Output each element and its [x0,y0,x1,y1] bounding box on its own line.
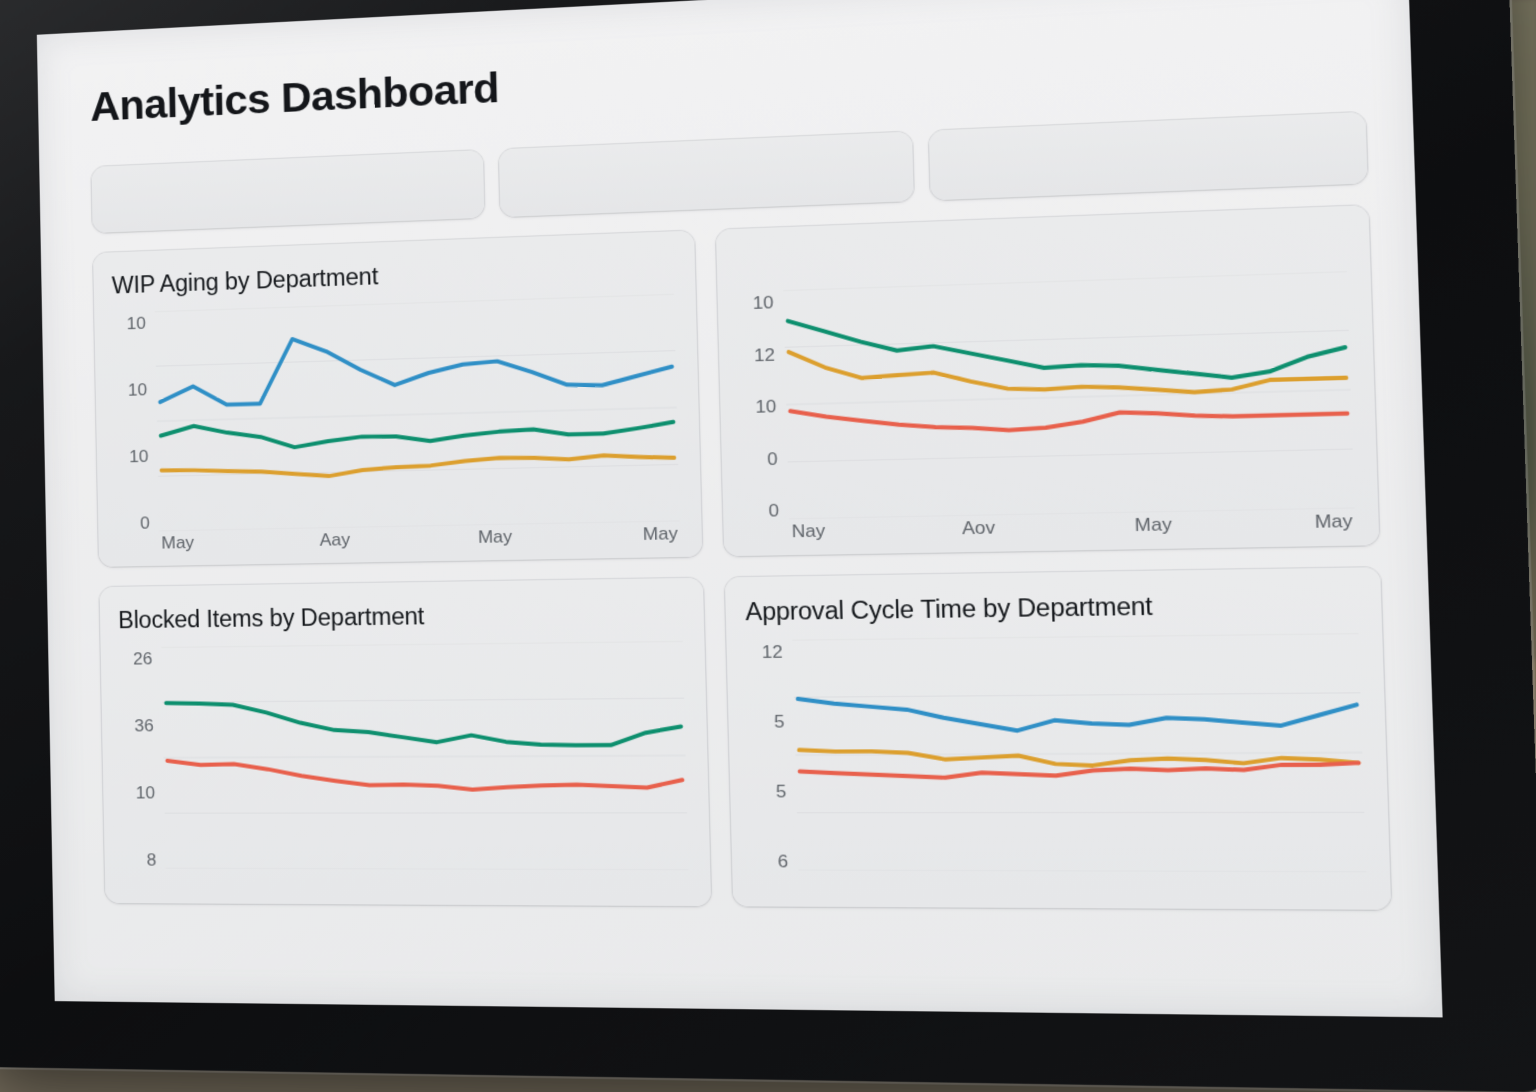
x-axis [166,871,689,896]
y-tick-label: 10 [129,447,149,468]
kpi-value-row [102,187,473,202]
kpi-header [941,140,1355,157]
plot-canvas[interactable] [161,641,689,894]
plot-area: 26 36 10 8 [119,641,689,894]
page-title: Analytics Dashboard [90,22,1364,131]
x-tick-label: May [1134,514,1172,538]
y-tick-label: 10 [136,783,156,803]
x-tick-label: May [478,527,513,550]
y-tick-label: 10 [127,314,147,335]
y-axis: 10 12 10 0 0 [737,290,790,543]
chart-title: Approval Cycle Time by Department [745,589,1358,627]
plot-canvas[interactable]: Nay Aov May May [783,271,1355,542]
y-tick-label: 5 [776,782,787,803]
y-tick-label: 5 [774,712,785,733]
y-tick-label: 12 [754,344,775,366]
plot-area: 12 5 5 6 [746,633,1367,896]
y-tick-label: 10 [128,380,148,401]
chart-card-approval-cycle-time-by-department[interactable]: Approval Cycle Time by Department 12 5 5 6 [725,567,1392,910]
x-tick-label: Nay [791,521,825,545]
y-tick-label: 0 [768,501,779,522]
x-tick-label: May [1314,511,1353,536]
kpi-card[interactable] [499,131,914,217]
x-tick-label: May [161,533,194,556]
y-tick-label: 0 [767,448,778,469]
chart-title: WIP Aging by Department [112,252,674,300]
y-tick-label: 26 [133,649,153,669]
x-tick-label: Aay [319,530,350,553]
x-axis [798,873,1367,899]
plot-area: 10 12 10 0 0 Nay Aov May May [737,271,1355,543]
kpi-value-row [510,170,902,186]
plot-canvas[interactable]: May Aay May May [155,294,680,554]
laptop-screen: Analytics Dashboard WIP Aging by Departm… [37,0,1443,1017]
plot-area: 10 10 10 0 May Aay May May [112,294,680,555]
y-tick-label: 36 [134,716,154,736]
y-tick-label: 10 [755,396,776,418]
chart-title: Blocked Items by Department [118,599,682,635]
y-tick-label: 0 [140,513,150,533]
kpi-value-row [941,151,1355,168]
x-tick-label: Aov [962,518,996,542]
x-tick-label: May [643,524,678,548]
chart-card-blocked-items-by-department[interactable]: Blocked Items by Department 26 36 10 8 [99,578,711,907]
y-tick-label: 12 [762,642,783,663]
y-tick-label: 10 [753,293,774,315]
kpi-header [510,159,902,175]
y-tick-label: 8 [147,850,157,870]
kpi-card[interactable] [91,150,484,233]
y-axis: 12 5 5 6 [746,640,799,894]
y-axis: 26 36 10 8 [119,647,166,891]
plot-canvas[interactable] [792,633,1367,896]
y-tick-label: 6 [777,851,788,872]
kpi-card[interactable] [929,112,1368,201]
y-axis: 10 10 10 0 [112,311,159,554]
kpi-header [102,177,473,192]
dashboard-page: Analytics Dashboard WIP Aging by Departm… [37,0,1443,1017]
